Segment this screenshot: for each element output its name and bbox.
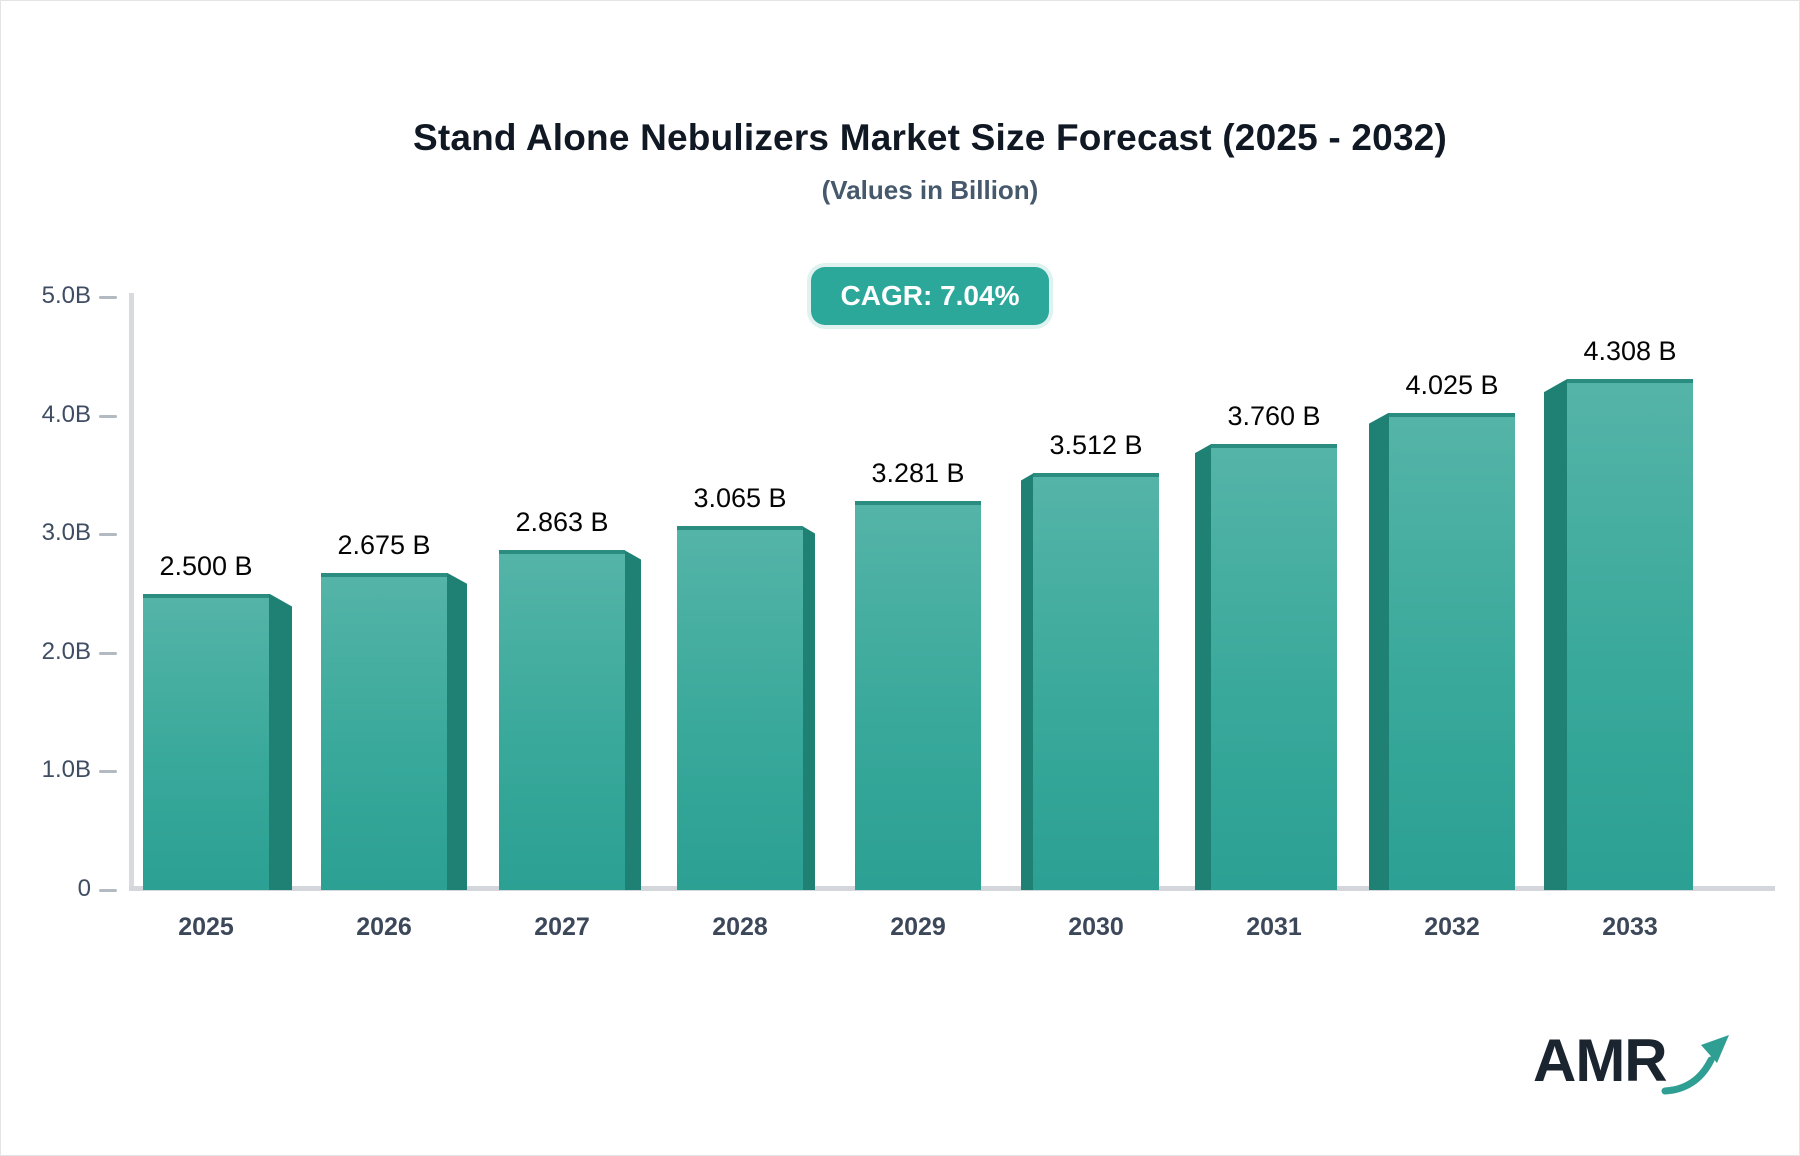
bar-value-label: 2.500 B bbox=[159, 550, 253, 581]
x-axis-year-label: 2031 bbox=[1246, 913, 1302, 941]
bar-top-edge bbox=[499, 550, 625, 555]
x-axis-year-label: 2032 bbox=[1424, 913, 1480, 941]
bar-value-label: 4.025 B bbox=[1405, 369, 1499, 400]
bar-value-label: 3.512 B bbox=[1049, 430, 1143, 461]
bar-side-face bbox=[447, 572, 467, 890]
bar-2025 bbox=[143, 593, 269, 890]
y-axis-tick-label: 4.0B bbox=[41, 400, 91, 428]
y-axis-tick-label: 5.0B bbox=[41, 282, 91, 309]
bar-value-label: 2.675 B bbox=[337, 529, 431, 560]
y-axis-tick-mark bbox=[99, 296, 117, 299]
x-axis-year-label: 2027 bbox=[534, 913, 590, 941]
chart-title: Stand Alone Nebulizers Market Size Forec… bbox=[412, 117, 1448, 158]
bar-side-face bbox=[625, 550, 641, 890]
bar-value-label: 3.281 B bbox=[871, 457, 965, 488]
cagr-badge-row: CAGR: 7.04% bbox=[81, 267, 1779, 325]
bar-2029 bbox=[855, 500, 981, 890]
bar-side-face bbox=[803, 526, 815, 890]
x-axis-year-label: 2030 bbox=[1068, 913, 1124, 941]
y-axis-tick-label: 3.0B bbox=[41, 519, 91, 547]
bar-value-label: 2.863 B bbox=[515, 507, 609, 538]
bar-side-face bbox=[1544, 379, 1567, 890]
bar-2027 bbox=[499, 550, 625, 890]
bar-top-edge bbox=[1567, 379, 1693, 384]
x-axis-year-label: 2028 bbox=[712, 913, 768, 941]
bar-side-face bbox=[1021, 473, 1033, 890]
bar-side-face bbox=[269, 593, 292, 890]
amr-logo-text: AMR bbox=[1533, 1027, 1668, 1094]
chart-subtitle: (Values in Billion) bbox=[821, 175, 1039, 205]
growth-arrow-icon bbox=[1661, 1035, 1729, 1095]
y-axis-line bbox=[129, 293, 134, 890]
x-axis-year-label: 2029 bbox=[890, 913, 946, 941]
y-axis-tick-mark bbox=[99, 770, 117, 774]
x-axis-year-label: 2025 bbox=[178, 913, 234, 941]
y-axis-tick-mark bbox=[99, 414, 117, 418]
cagr-badge: CAGR: 7.04% bbox=[810, 267, 1050, 325]
bar-2028 bbox=[677, 526, 803, 890]
bar-value-label: 3.065 B bbox=[693, 483, 787, 514]
bar-2032 bbox=[1389, 412, 1515, 890]
y-axis-tick-label: 2.0B bbox=[41, 637, 91, 665]
bar-top-edge bbox=[855, 500, 981, 505]
y-axis-tick-label: 0 bbox=[77, 875, 91, 902]
bar-top-edge bbox=[1033, 473, 1159, 478]
y-axis-tick-mark bbox=[99, 651, 117, 655]
bar-value-label: 3.760 B bbox=[1227, 401, 1321, 432]
bar-2030 bbox=[1033, 473, 1159, 890]
y-axis-tick-label: 1.0B bbox=[41, 756, 91, 784]
bar-side-face bbox=[1369, 412, 1389, 890]
bar-top-edge bbox=[143, 593, 269, 598]
y-axis-tick-mark bbox=[99, 533, 117, 537]
bar-2026 bbox=[321, 572, 447, 890]
bar-top-edge bbox=[1211, 444, 1337, 449]
bar-top-edge bbox=[677, 526, 803, 531]
y-axis-tick-mark bbox=[99, 889, 117, 892]
x-axis-year-label: 2033 bbox=[1602, 913, 1658, 941]
x-axis-year-label: 2026 bbox=[356, 913, 412, 941]
bar-top-edge bbox=[321, 572, 447, 577]
amr-logo: AMR bbox=[1533, 1031, 1733, 1097]
bar-2031 bbox=[1211, 444, 1337, 890]
bar-top-edge bbox=[1389, 412, 1515, 417]
bar-side-face bbox=[1195, 444, 1211, 890]
bar-2033 bbox=[1567, 379, 1693, 890]
bar-value-label: 4.308 B bbox=[1583, 336, 1677, 367]
